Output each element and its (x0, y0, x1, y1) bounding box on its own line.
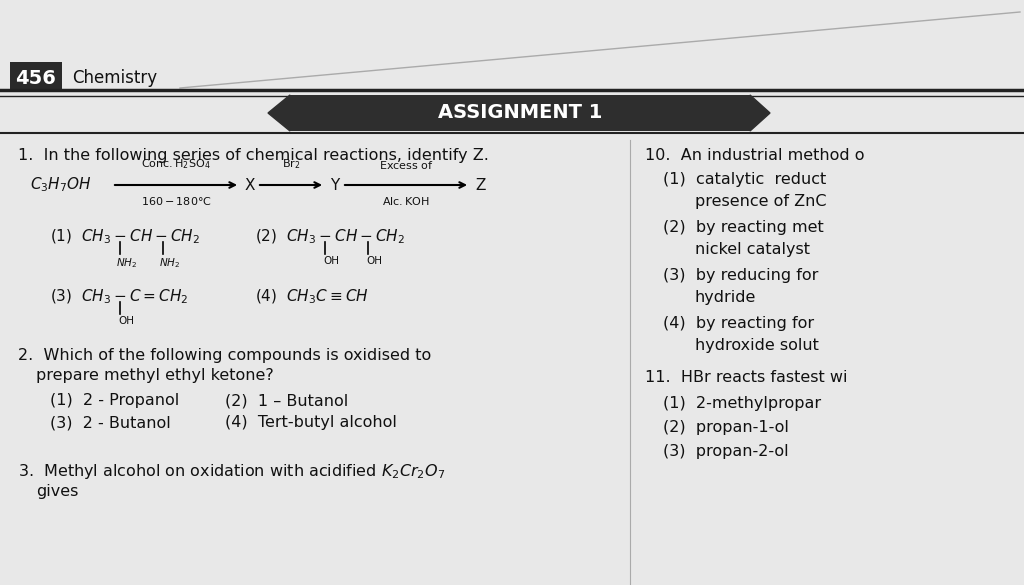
Text: OH: OH (366, 256, 382, 266)
Text: (3)  propan-2-ol: (3) propan-2-ol (663, 444, 788, 459)
Bar (10, 62, 62, 90)
Text: gives: gives (36, 484, 79, 499)
Text: $C_3H_7OH$: $C_3H_7OH$ (30, 176, 92, 194)
Text: 11.  HBr reacts fastest wi: 11. HBr reacts fastest wi (645, 370, 848, 385)
Text: (3)  2 - Butanol: (3) 2 - Butanol (50, 415, 171, 430)
Text: 3.  Methyl alcohol on oxidation with acidified $K_2Cr_2O_7$: 3. Methyl alcohol on oxidation with acid… (18, 462, 445, 481)
Text: $\mathregular{Alc.KOH}$: $\mathregular{Alc.KOH}$ (382, 195, 430, 207)
Text: OH: OH (118, 316, 134, 326)
Text: OH: OH (323, 256, 339, 266)
Polygon shape (268, 95, 290, 131)
Text: hydroxide solut: hydroxide solut (695, 338, 819, 353)
Text: presence of ZnC: presence of ZnC (695, 194, 826, 209)
Text: 10.  An industrial method o: 10. An industrial method o (645, 148, 864, 163)
Text: Y: Y (330, 177, 339, 192)
Text: (2)  $CH_3-CH-CH_2$: (2) $CH_3-CH-CH_2$ (255, 228, 406, 246)
Text: Z: Z (475, 177, 485, 192)
Text: (2)  1 – Butanol: (2) 1 – Butanol (225, 393, 348, 408)
Text: (4)  Tert-butyl alcohol: (4) Tert-butyl alcohol (225, 415, 397, 430)
Text: 1.  In the following series of chemical reactions, identify Z.: 1. In the following series of chemical r… (18, 148, 488, 163)
Text: X: X (245, 177, 256, 192)
Text: (1)  2 - Propanol: (1) 2 - Propanol (50, 393, 179, 408)
Text: ASSIGNMENT 1: ASSIGNMENT 1 (438, 104, 602, 122)
Polygon shape (750, 95, 770, 131)
Text: Chemistry: Chemistry (72, 69, 157, 87)
Bar (290, 95, 750, 131)
Text: (4)  by reacting for: (4) by reacting for (663, 316, 814, 331)
Text: (1)  $CH_3-CH-CH_2$: (1) $CH_3-CH-CH_2$ (50, 228, 200, 246)
Text: 456: 456 (15, 68, 56, 88)
Text: (2)  propan-1-ol: (2) propan-1-ol (663, 420, 788, 435)
Text: $\mathregular{160-180°C}$: $\mathregular{160-180°C}$ (140, 195, 211, 207)
Text: (1)  2-methylpropar: (1) 2-methylpropar (663, 396, 821, 411)
Text: $NH_2$: $NH_2$ (116, 256, 137, 270)
Text: hydride: hydride (695, 290, 757, 305)
Text: (3)  $CH_3-C=CH_2$: (3) $CH_3-C=CH_2$ (50, 288, 188, 307)
Text: (3)  by reducing for: (3) by reducing for (663, 268, 818, 283)
Text: $\mathregular{Br_2}$: $\mathregular{Br_2}$ (282, 157, 300, 171)
Text: (2)  by reacting met: (2) by reacting met (663, 220, 823, 235)
Text: prepare methyl ethyl ketone?: prepare methyl ethyl ketone? (36, 368, 273, 383)
Text: $\mathregular{Conc.H_2SO_4}$: $\mathregular{Conc.H_2SO_4}$ (141, 157, 211, 171)
Text: $\mathregular{Excess\ of}$: $\mathregular{Excess\ of}$ (379, 159, 433, 171)
Text: (1)  catalytic  reduct: (1) catalytic reduct (663, 172, 826, 187)
Text: 2.  Which of the following compounds is oxidised to: 2. Which of the following compounds is o… (18, 348, 431, 363)
Text: (4)  $CH_3C\equiv CH$: (4) $CH_3C\equiv CH$ (255, 288, 369, 307)
Text: $NH_2$: $NH_2$ (159, 256, 180, 270)
Text: nickel catalyst: nickel catalyst (695, 242, 810, 257)
